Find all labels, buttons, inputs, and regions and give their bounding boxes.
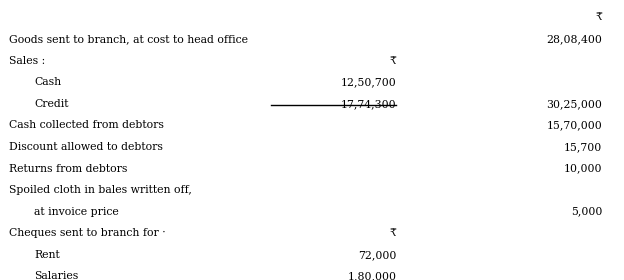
Text: Rent: Rent — [34, 250, 60, 260]
Text: Sales :: Sales : — [9, 56, 46, 66]
Text: Returns from debtors: Returns from debtors — [9, 164, 128, 174]
Text: ₹: ₹ — [595, 13, 602, 23]
Text: Discount allowed to debtors: Discount allowed to debtors — [9, 142, 163, 152]
Text: 12,50,700: 12,50,700 — [341, 77, 396, 87]
Text: Spoiled cloth in bales written off,: Spoiled cloth in bales written off, — [9, 185, 192, 195]
Text: ₹: ₹ — [389, 56, 396, 66]
Text: 1,80,000: 1,80,000 — [347, 271, 396, 280]
Text: 15,70,000: 15,70,000 — [547, 120, 602, 130]
Text: 15,700: 15,700 — [564, 142, 602, 152]
Text: 28,08,400: 28,08,400 — [546, 34, 602, 44]
Text: Cheques sent to branch for ·: Cheques sent to branch for · — [9, 228, 166, 238]
Text: 17,74,300: 17,74,300 — [341, 99, 396, 109]
Text: 30,25,000: 30,25,000 — [546, 99, 602, 109]
Text: 10,000: 10,000 — [563, 164, 602, 174]
Text: ₹: ₹ — [389, 228, 396, 238]
Text: at invoice price: at invoice price — [34, 207, 119, 217]
Text: Credit: Credit — [34, 99, 69, 109]
Text: Salaries: Salaries — [34, 271, 79, 280]
Text: Cash: Cash — [34, 77, 61, 87]
Text: 72,000: 72,000 — [358, 250, 396, 260]
Text: Goods sent to branch, at cost to head office: Goods sent to branch, at cost to head of… — [9, 34, 248, 44]
Text: Cash collected from debtors: Cash collected from debtors — [9, 120, 164, 130]
Text: 5,000: 5,000 — [571, 207, 602, 217]
